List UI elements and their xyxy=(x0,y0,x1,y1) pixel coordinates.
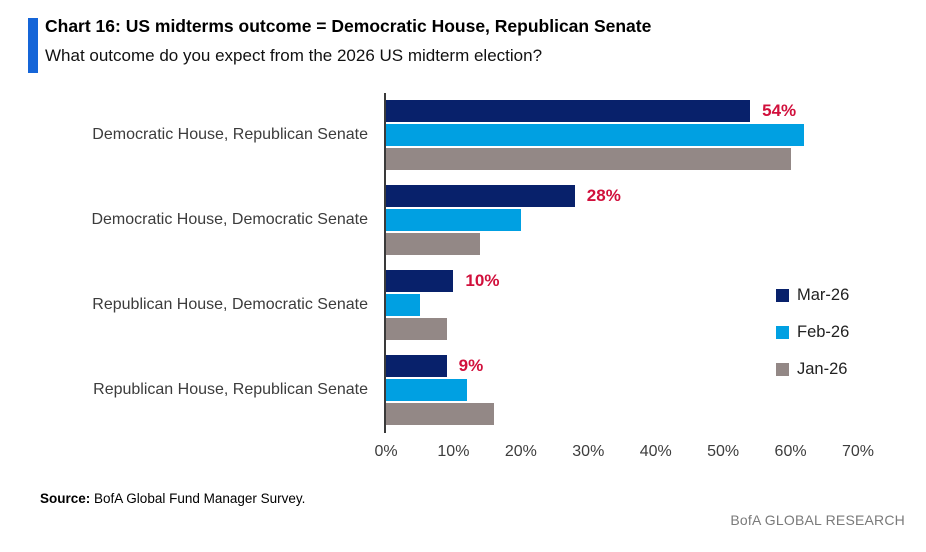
bar-group: 9% xyxy=(386,355,858,425)
bar-group: 28% xyxy=(386,185,858,255)
bar-mar-26 xyxy=(386,355,447,377)
bar-row xyxy=(386,379,858,401)
source-note: Source: BofA Global Fund Manager Survey. xyxy=(40,491,305,506)
category-labels: Democratic House, Republican Senate Democ… xyxy=(0,93,384,433)
source-label: Source: xyxy=(40,491,91,506)
bar-row: 28% xyxy=(386,185,858,207)
bar-jan-26 xyxy=(386,403,494,425)
legend-item: Jan-26 xyxy=(776,360,849,379)
page-subtitle: What outcome do you expect from the 2026… xyxy=(45,46,543,65)
source-text: BofA Global Fund Manager Survey. xyxy=(94,491,306,506)
legend-item: Feb-26 xyxy=(776,323,849,342)
bar-feb-26 xyxy=(386,124,805,146)
bar-row xyxy=(386,233,858,255)
bar-jan-26 xyxy=(386,148,791,170)
bar-jan-26 xyxy=(386,318,447,340)
bar-feb-26 xyxy=(386,294,420,316)
bar-mar-26 xyxy=(386,185,575,207)
legend-swatch-icon xyxy=(776,326,789,339)
data-label: 28% xyxy=(586,186,621,205)
data-label: 10% xyxy=(465,271,500,290)
x-tick-label: 40% xyxy=(639,443,672,460)
bar-row xyxy=(386,318,858,340)
bar-row xyxy=(386,209,858,231)
data-label: 9% xyxy=(458,356,484,375)
legend-swatch-icon xyxy=(776,289,789,302)
plot-area: Mar-26 Feb-26 Jan-26 54% 28% 10% 9% xyxy=(384,93,858,433)
bar-group: 10% xyxy=(386,270,858,340)
bar-jan-26 xyxy=(386,233,481,255)
x-tick-label: 60% xyxy=(774,443,807,460)
x-tick-label: 10% xyxy=(437,443,470,460)
x-tick-label: 30% xyxy=(572,443,605,460)
x-tick-label: 70% xyxy=(841,443,875,460)
bar-row xyxy=(386,294,858,316)
title-accent-bar xyxy=(28,18,38,73)
bar-feb-26 xyxy=(386,209,521,231)
bar-row: 10% xyxy=(386,270,858,292)
x-tick-label: 50% xyxy=(707,443,740,460)
bar-mar-26 xyxy=(386,100,751,122)
bar-group: 54% xyxy=(386,100,858,170)
bar-row xyxy=(386,124,858,146)
bar-feb-26 xyxy=(386,379,467,401)
legend-label: Feb-26 xyxy=(797,323,850,341)
legend-item: Mar-26 xyxy=(776,286,849,305)
category-label: Democratic House, Republican Senate xyxy=(92,126,368,143)
brand-mark: BofA GLOBAL RESEARCH xyxy=(730,512,905,528)
bar-row: 9% xyxy=(386,355,858,377)
x-tick-label: 0% xyxy=(374,443,398,460)
data-label: 54% xyxy=(762,101,797,120)
legend-label: Jan-26 xyxy=(797,360,848,378)
bar-row xyxy=(386,148,858,170)
bar-mar-26 xyxy=(386,270,454,292)
category-label: Democratic House, Democratic Senate xyxy=(91,211,368,228)
legend-swatch-icon xyxy=(776,363,789,376)
bar-chart: Democratic House, Republican Senate Democ… xyxy=(0,93,926,465)
legend-label: Mar-26 xyxy=(797,286,850,304)
category-label: Republican House, Republican Senate xyxy=(93,381,368,398)
bar-row xyxy=(386,403,858,425)
x-axis: 0% 10% 20% 30% 40% 50% 60% 70% xyxy=(374,443,874,465)
bar-row: 54% xyxy=(386,100,858,122)
x-tick-label: 20% xyxy=(504,443,537,460)
chart-legend: Mar-26 Feb-26 Jan-26 xyxy=(776,286,849,397)
category-label: Republican House, Democratic Senate xyxy=(92,296,368,313)
page-title: Chart 16: US midterms outcome = Democrat… xyxy=(45,16,652,36)
